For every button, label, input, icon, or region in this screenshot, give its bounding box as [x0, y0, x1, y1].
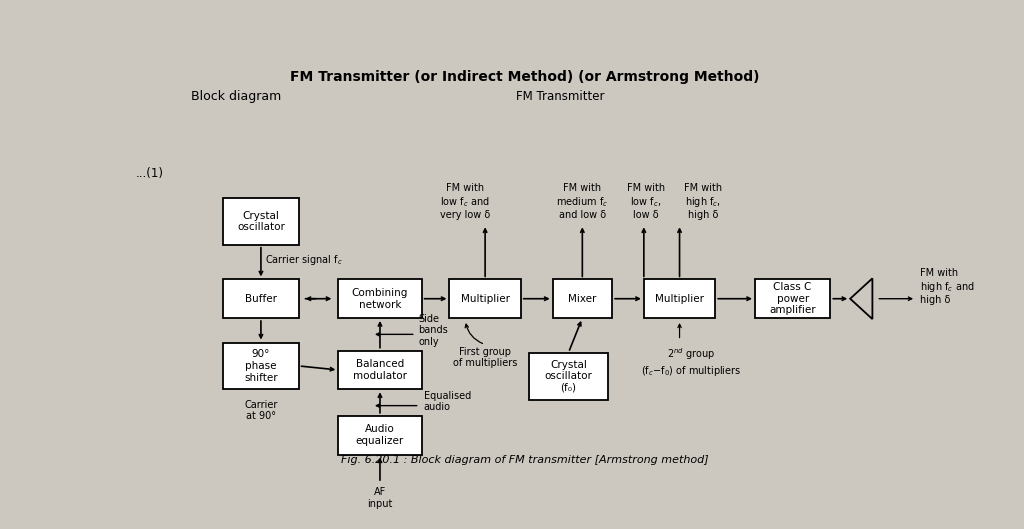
FancyBboxPatch shape: [223, 279, 299, 318]
Text: Combining
network: Combining network: [352, 288, 409, 309]
Text: Crystal
oscillator: Crystal oscillator: [237, 211, 285, 232]
FancyBboxPatch shape: [338, 416, 422, 454]
Text: FM Transmitter: FM Transmitter: [516, 90, 605, 103]
Text: FM with
low f$_c$ and
very low δ: FM with low f$_c$ and very low δ: [440, 183, 490, 220]
Text: FM with
medium f$_c$
and low δ: FM with medium f$_c$ and low δ: [556, 183, 608, 220]
Text: Mixer: Mixer: [568, 294, 597, 304]
Text: 90°
phase
shifter: 90° phase shifter: [244, 349, 278, 382]
FancyBboxPatch shape: [338, 351, 422, 389]
Text: AF
input: AF input: [368, 487, 392, 509]
FancyBboxPatch shape: [644, 279, 715, 318]
Circle shape: [375, 480, 385, 486]
FancyBboxPatch shape: [223, 342, 299, 389]
Polygon shape: [850, 278, 872, 319]
FancyBboxPatch shape: [223, 198, 299, 245]
Text: FM with
high f$_c$ and
high δ: FM with high f$_c$ and high δ: [920, 268, 975, 305]
Text: ...(1): ...(1): [136, 167, 164, 180]
Text: Carrier
at 90°: Carrier at 90°: [245, 399, 278, 421]
Text: Fig. 6.20.1 : Block diagram of FM transmitter [Armstrong method]: Fig. 6.20.1 : Block diagram of FM transm…: [341, 455, 709, 464]
Text: Equalised
audio: Equalised audio: [424, 391, 471, 413]
Text: FM with
low f$_c$,
low δ: FM with low f$_c$, low δ: [627, 183, 666, 220]
FancyBboxPatch shape: [528, 353, 608, 399]
FancyBboxPatch shape: [450, 279, 521, 318]
Text: Block diagram: Block diagram: [191, 90, 282, 103]
Text: Crystal
oscillator
(f₀): Crystal oscillator (f₀): [545, 360, 593, 393]
Text: Multiplier: Multiplier: [655, 294, 705, 304]
Text: Audio
equalizer: Audio equalizer: [356, 424, 404, 446]
Text: 2$^{nd}$ group
(f$_c$−f$_0$) of multipliers: 2$^{nd}$ group (f$_c$−f$_0$) of multipli…: [641, 346, 741, 378]
Text: Multiplier: Multiplier: [461, 294, 510, 304]
Text: Balanced
modulator: Balanced modulator: [353, 359, 407, 381]
Text: First group
of multipliers: First group of multipliers: [453, 346, 517, 368]
Text: FM with
high f$_c$,
high δ: FM with high f$_c$, high δ: [684, 183, 722, 220]
FancyBboxPatch shape: [755, 279, 830, 318]
FancyBboxPatch shape: [338, 279, 422, 318]
Text: Side
bands
only: Side bands only: [418, 314, 447, 347]
Text: Carrier signal f$_c$: Carrier signal f$_c$: [265, 253, 343, 267]
FancyBboxPatch shape: [553, 279, 612, 318]
Text: Buffer: Buffer: [245, 294, 276, 304]
Text: Class C
power
amplifier: Class C power amplifier: [769, 282, 816, 315]
Text: FM Transmitter (or Indirect Method) (or Armstrong Method): FM Transmitter (or Indirect Method) (or …: [290, 70, 760, 84]
